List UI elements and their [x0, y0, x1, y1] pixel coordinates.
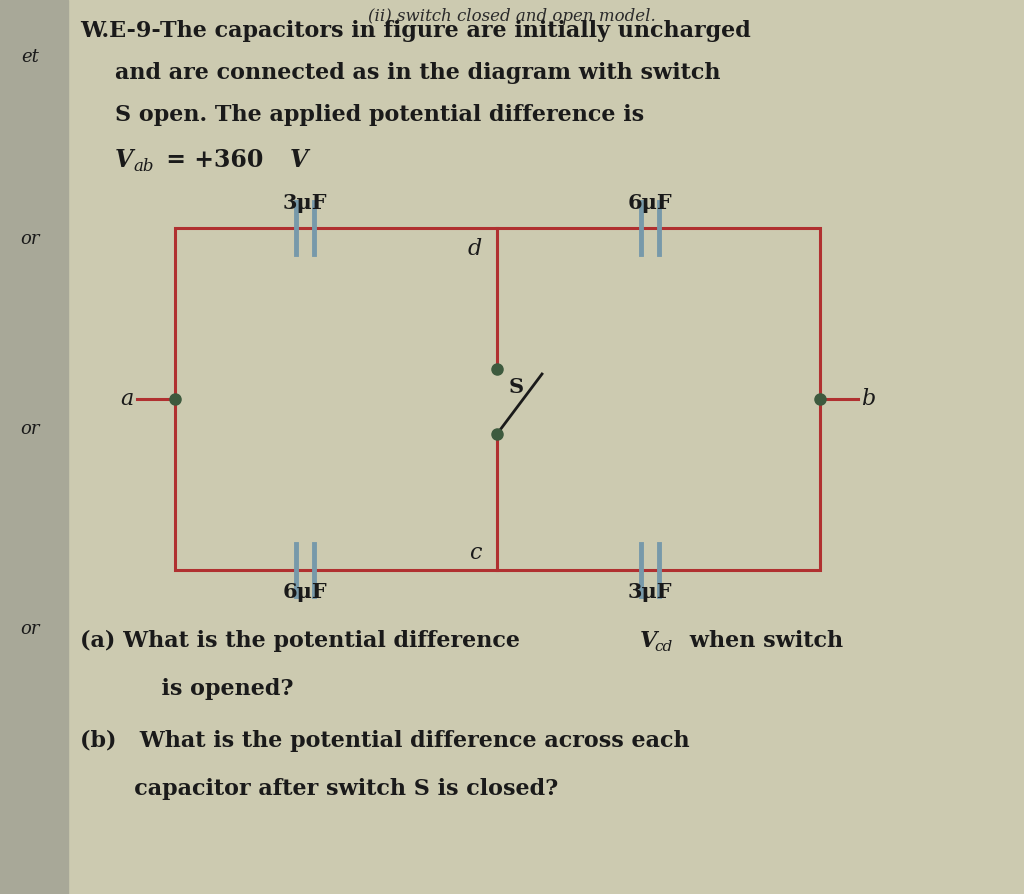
Text: W.E-9-: W.E-9- — [80, 20, 161, 42]
Text: or: or — [20, 620, 40, 638]
Bar — [0, 0, 68, 894]
Text: when switch: when switch — [682, 630, 843, 652]
Text: (ii) switch closed and open model.: (ii) switch closed and open model. — [368, 8, 656, 25]
Text: The capacitors in figure are initially uncharged: The capacitors in figure are initially u… — [160, 20, 751, 42]
Text: (b)   What is the potential difference across each: (b) What is the potential difference acr… — [80, 730, 689, 752]
Text: S: S — [509, 377, 524, 397]
Text: b: b — [861, 388, 876, 410]
Text: a: a — [121, 388, 133, 410]
Text: V: V — [640, 630, 657, 652]
Text: c: c — [469, 542, 481, 564]
Text: S open. The applied potential difference is: S open. The applied potential difference… — [115, 104, 644, 126]
Text: ab: ab — [133, 158, 154, 175]
Bar — [175, 228, 820, 570]
Text: = +360: = +360 — [158, 148, 263, 172]
Text: V: V — [290, 148, 308, 172]
Text: cd: cd — [654, 640, 672, 654]
Text: 3μF: 3μF — [628, 582, 672, 602]
Text: is opened?: is opened? — [115, 678, 294, 700]
Text: d: d — [468, 238, 482, 260]
Text: 6μF: 6μF — [628, 193, 673, 213]
Text: 6μF: 6μF — [283, 582, 328, 602]
Text: et: et — [22, 48, 39, 66]
Text: or: or — [20, 230, 40, 248]
Text: and are connected as in the diagram with switch: and are connected as in the diagram with… — [115, 62, 721, 84]
Text: 3μF: 3μF — [283, 193, 328, 213]
Text: or: or — [20, 420, 40, 438]
Text: capacitor after switch S is closed?: capacitor after switch S is closed? — [80, 778, 558, 800]
Text: (a) What is the potential difference: (a) What is the potential difference — [80, 630, 527, 652]
Text: V: V — [115, 148, 133, 172]
